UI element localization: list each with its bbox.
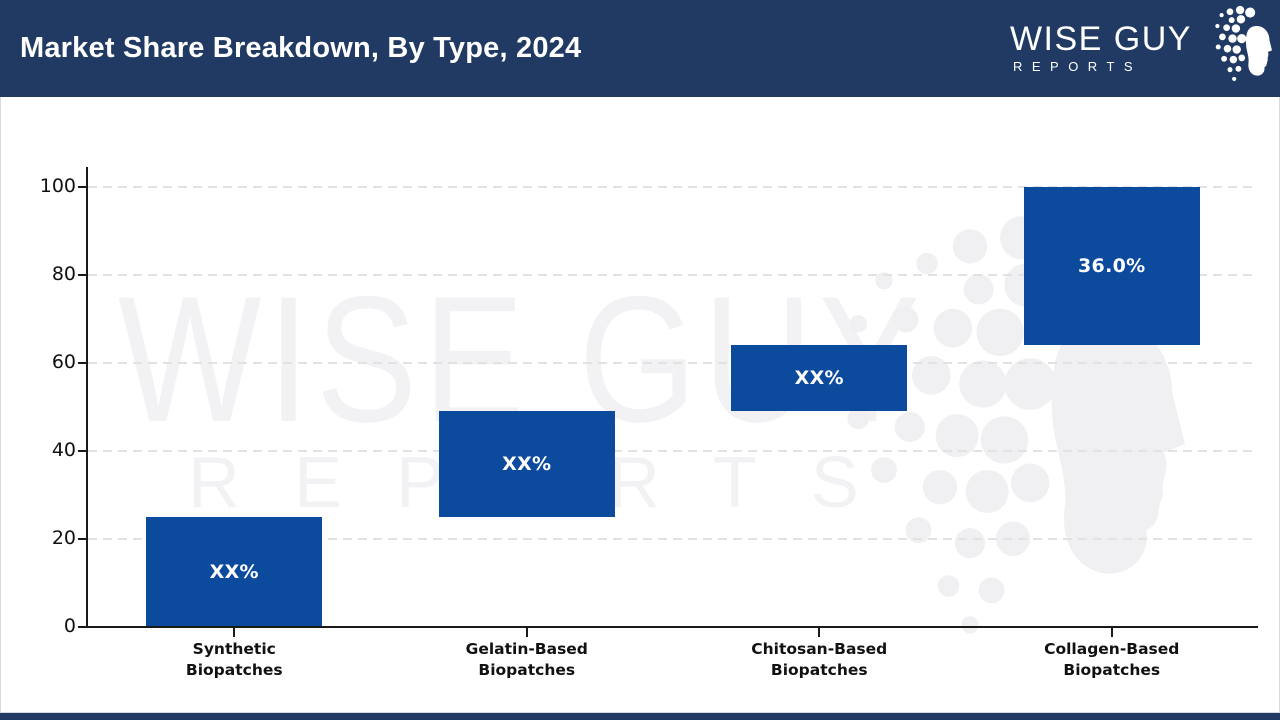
gridline [88, 186, 1258, 188]
brand-name: WISE GUY [1009, 19, 1192, 58]
y-tick-label: 20 [51, 527, 76, 549]
x-category-label: Gelatin-Based Biopatches [465, 640, 588, 679]
brand-head-icon [1215, 5, 1272, 82]
bar: 36.0% [1023, 187, 1200, 346]
y-tick-label: 100 [39, 175, 76, 197]
y-tick-label: 40 [51, 439, 76, 461]
x-tick-mark [818, 628, 821, 637]
y-tick-mark [78, 626, 87, 628]
bar-value-label: XX% [502, 453, 552, 476]
brand-logo: WISE GUY REPORTS [1010, 4, 1272, 90]
bar: XX% [146, 517, 323, 627]
footer-strip [0, 713, 1280, 720]
plot-area: XX% XX% XX% 36.0% [88, 170, 1258, 627]
gridline [88, 274, 1258, 276]
gridline [88, 450, 1258, 452]
y-tick-mark [78, 186, 87, 188]
header: Market Share Breakdown, By Type, 2024 WI… [0, 0, 1280, 97]
x-category-label: Synthetic Biopatches [185, 640, 283, 679]
bar: XX% [438, 411, 615, 517]
brand-subtitle: REPORTS [1012, 58, 1143, 74]
x-tick-mark [1110, 628, 1113, 637]
y-tick-label: 0 [63, 615, 76, 637]
bar: XX% [731, 345, 908, 412]
y-tick-label: 80 [51, 263, 76, 285]
y-tick-label: 60 [51, 351, 76, 373]
x-tick-mark [233, 628, 236, 637]
y-tick-mark [78, 450, 87, 452]
bar-value-label: XX% [794, 367, 844, 390]
y-tick-mark [78, 538, 87, 540]
bar-value-label: XX% [209, 561, 259, 583]
gridline [88, 362, 1258, 364]
page-title: Market Share Breakdown, By Type, 2024 [20, 32, 582, 64]
x-axis-spine [86, 626, 1258, 628]
gridline [88, 538, 1258, 540]
x-category-label: Collagen-Based Biopatches [1044, 640, 1180, 679]
bar-value-label: 36.0% [1078, 255, 1146, 278]
x-tick-mark [525, 628, 528, 637]
x-category-label: Chitosan-Based Biopatches [751, 640, 888, 679]
y-tick-mark [78, 362, 87, 364]
brand-text: WISE GUY REPORTS [1010, 21, 1192, 74]
y-axis-spine [86, 167, 88, 627]
y-tick-mark [78, 274, 87, 276]
